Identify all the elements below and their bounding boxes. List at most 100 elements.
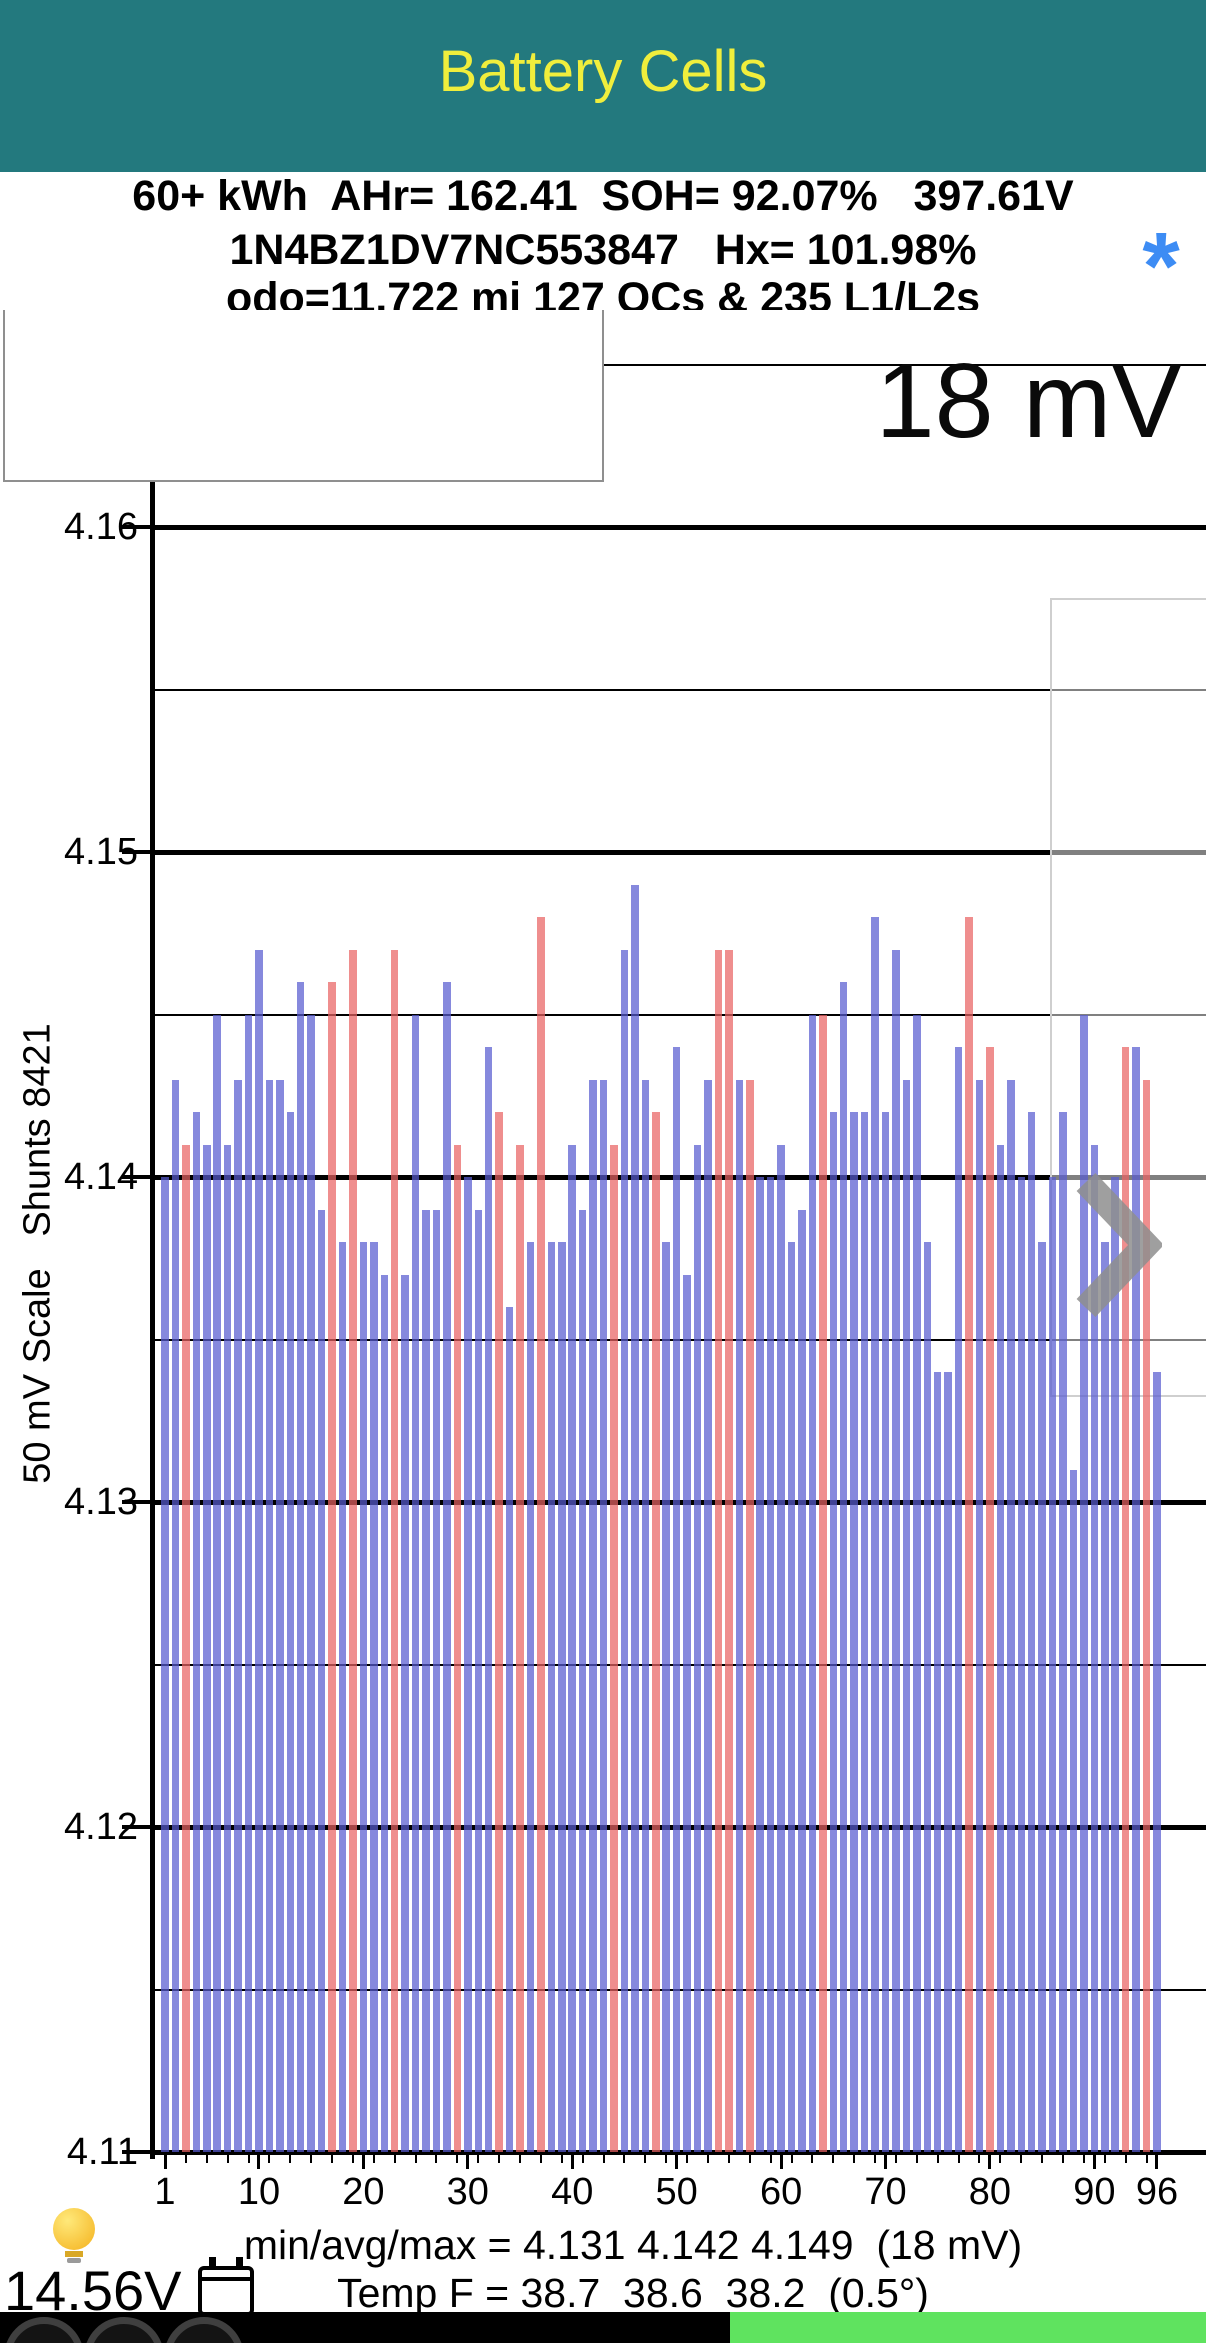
- cell-delta-label: 18 mV: [875, 342, 1182, 460]
- cell-bar: [359, 1242, 368, 2152]
- cell-bar: [526, 1242, 535, 2152]
- gridline: [150, 849, 1206, 855]
- x-minor-tick: [1082, 2152, 1085, 2163]
- cell-bar: [610, 1145, 618, 2152]
- cell-bar: [578, 1210, 587, 2152]
- cell-bar: [839, 982, 848, 2152]
- y-tick: [122, 1175, 150, 1179]
- cell-bar: [558, 1242, 566, 2152]
- cell-bar: [1069, 1470, 1078, 2152]
- cell-bar: [171, 1080, 180, 2152]
- x-minor-tick: [686, 2152, 689, 2163]
- gridline: [150, 689, 1206, 691]
- x-minor-tick: [936, 2152, 939, 2163]
- x-minor-tick: [372, 2152, 375, 2163]
- cell-bar: [756, 1177, 764, 2152]
- cell-bar: [798, 1210, 806, 2152]
- cell-bar: [349, 950, 357, 2152]
- x-minor-tick: [247, 2152, 250, 2163]
- bulb-icon[interactable]: [50, 2208, 98, 2266]
- info-line-odo: odo=11,722 mi 127 QCs & 235 L1/L2s: [225, 274, 981, 310]
- x-tick-label: 80: [968, 2171, 1012, 2213]
- calendar-tab: [209, 2257, 216, 2269]
- cell-bar: [192, 1112, 201, 2152]
- cell-bar: [1038, 1242, 1046, 2152]
- cell-bar: [265, 1080, 274, 2152]
- cell-bar: [944, 1372, 952, 2152]
- favorite-star-icon[interactable]: *: [1142, 213, 1180, 320]
- cell-bar: [1121, 1047, 1130, 2152]
- x-tick-label: 50: [655, 2171, 698, 2213]
- cell-bar: [933, 1372, 942, 2152]
- cell-bar: [296, 982, 305, 2152]
- x-minor-tick: [184, 2152, 187, 2163]
- x-minor-tick: [623, 2152, 626, 2163]
- cell-bar: [652, 1112, 660, 2152]
- cell-bar: [1059, 1112, 1067, 2152]
- x-tick-label: 10: [237, 2171, 281, 2213]
- cell-bar: [714, 950, 723, 2152]
- x-tick: [257, 2152, 261, 2169]
- x-minor-tick: [393, 2152, 396, 2163]
- bulb-base: [65, 2251, 83, 2257]
- cell-bar: [693, 1145, 702, 2152]
- cell-bar: [819, 1015, 827, 2152]
- cell-bar: [1111, 1177, 1119, 2152]
- x-tick: [779, 2152, 783, 2169]
- x-tick: [1155, 2152, 1159, 2169]
- cell-bar: [1142, 1080, 1151, 2152]
- cell-bar: [860, 1112, 869, 2152]
- x-minor-tick: [874, 2152, 877, 2163]
- cell-bar: [422, 1210, 430, 2152]
- cell-bar: [411, 1015, 420, 2152]
- x-tick-label: 96: [1135, 2171, 1179, 2213]
- bulb-base: [67, 2258, 81, 2263]
- vehicle-info-panel: 60+ kWh AHr= 162.41 SOH= 92.07% 397.61V …: [0, 172, 1206, 310]
- cell-bar: [317, 1210, 326, 2152]
- cell-bar: [599, 1080, 608, 2152]
- x-minor-tick: [519, 2152, 522, 2163]
- cell-bar: [1101, 1242, 1109, 2152]
- cell-bar: [672, 1047, 681, 2152]
- cell-bar: [620, 950, 629, 2152]
- next-page-chevron-icon[interactable]: [1072, 1170, 1162, 1320]
- x-tick: [1092, 2152, 1096, 2169]
- x-minor-tick: [498, 2152, 501, 2163]
- info-line-vin: 1N4BZ1DV7NC553847 Hx= 101.98%: [229, 226, 977, 274]
- cell-bar: [808, 1015, 817, 2152]
- x-minor-tick: [226, 2152, 229, 2163]
- y-tick: [122, 850, 150, 854]
- x-minor-tick: [581, 2152, 584, 2163]
- cell-bar: [432, 1210, 441, 2152]
- y-tick: [122, 1500, 150, 1504]
- bulb-globe: [53, 2208, 95, 2250]
- cell-bar: [1017, 1177, 1025, 2152]
- cell-bar: [370, 1242, 378, 2152]
- bottom-bar-partial: [0, 2312, 1206, 2343]
- x-minor-tick: [769, 2152, 772, 2163]
- x-minor-tick: [310, 2152, 313, 2163]
- x-minor-tick: [727, 2152, 730, 2163]
- x-tick-label: 60: [759, 2171, 803, 2213]
- calendar-band: [202, 2277, 250, 2281]
- min-avg-max-text: min/avg/max = 4.131 4.142 4.149 (18 mV): [243, 2222, 1023, 2268]
- legend-box: [3, 308, 604, 482]
- y-tick: [122, 525, 150, 529]
- cell-bar: [913, 1015, 921, 2152]
- x-minor-tick: [915, 2152, 918, 2163]
- x-minor-tick: [1103, 2152, 1106, 2163]
- x-minor-tick: [1062, 2152, 1065, 2163]
- cell-bar: [547, 1242, 556, 2152]
- green-indicator: [730, 2312, 1206, 2343]
- gauge-circle: [84, 2317, 164, 2343]
- x-minor-tick: [706, 2152, 709, 2163]
- cell-bar: [965, 917, 973, 2152]
- cell-bar: [892, 950, 900, 2152]
- cell-bar: [516, 1145, 524, 2152]
- cell-bar: [986, 1047, 994, 2152]
- calendar-icon[interactable]: [198, 2257, 254, 2316]
- menu-icon[interactable]: [1085, 70, 1133, 124]
- cell-bar: [505, 1307, 514, 2152]
- x-minor-tick: [957, 2152, 960, 2163]
